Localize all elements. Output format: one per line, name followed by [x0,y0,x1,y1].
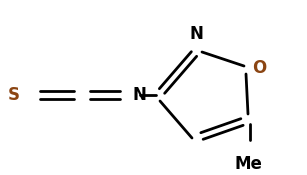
Text: N: N [133,86,147,104]
Text: N: N [189,25,203,43]
Text: S: S [8,86,20,104]
Text: O: O [252,59,266,77]
Text: Me: Me [234,155,262,173]
